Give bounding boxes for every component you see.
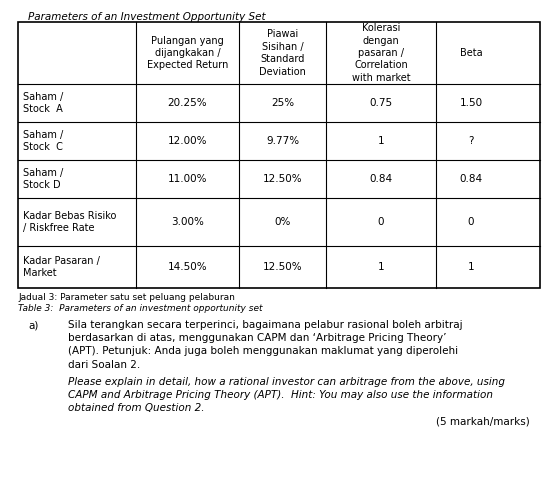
Text: Sila terangkan secara terperinci, bagaimana pelabur rasional boleh arbitraj
berd: Sila terangkan secara terperinci, bagaim… (68, 320, 463, 370)
Text: 9.77%: 9.77% (266, 136, 299, 146)
Text: ?: ? (468, 136, 474, 146)
Text: 0.84: 0.84 (369, 174, 392, 184)
Text: 11.00%: 11.00% (168, 174, 207, 184)
Text: 12.50%: 12.50% (263, 174, 302, 184)
Text: Kadar Bebas Risiko
/ Riskfree Rate: Kadar Bebas Risiko / Riskfree Rate (23, 211, 116, 233)
Text: Table 3:  Parameters of an investment opportunity set: Table 3: Parameters of an investment opp… (18, 304, 263, 313)
Text: Saham /
Stock  C: Saham / Stock C (23, 130, 63, 152)
Text: a): a) (28, 320, 39, 330)
Text: 0%: 0% (274, 217, 291, 227)
Text: Piawai
Sisihan /
Standard
Deviation: Piawai Sisihan / Standard Deviation (259, 29, 306, 77)
Text: Parameters of an Investment Opportunity Set: Parameters of an Investment Opportunity … (28, 12, 266, 22)
Text: Pulangan yang
dijangkakan /
Expected Return: Pulangan yang dijangkakan / Expected Ret… (147, 36, 228, 71)
Text: 3.00%: 3.00% (171, 217, 204, 227)
Bar (18, 22, 540, 288)
Text: Saham /
Stock  A: Saham / Stock A (23, 92, 63, 114)
Text: 12.50%: 12.50% (263, 262, 302, 272)
Text: 1: 1 (378, 262, 384, 272)
Text: 14.50%: 14.50% (168, 262, 208, 272)
Text: Please explain in detail, how a rational investor can arbitrage from the above, : Please explain in detail, how a rational… (68, 377, 505, 413)
Text: Kadar Pasaran /
Market: Kadar Pasaran / Market (23, 256, 100, 278)
Text: 12.00%: 12.00% (168, 136, 207, 146)
Text: Beta: Beta (460, 48, 482, 58)
Text: 0.75: 0.75 (369, 98, 392, 108)
Text: Kolerasi
dengan
pasaran /
Correlation
with market: Kolerasi dengan pasaran / Correlation wi… (352, 23, 410, 83)
Text: Jadual 3: Parameter satu set peluang pelaburan: Jadual 3: Parameter satu set peluang pel… (18, 293, 235, 302)
Text: 25%: 25% (271, 98, 294, 108)
Text: Saham /
Stock D: Saham / Stock D (23, 168, 63, 190)
Text: 1: 1 (378, 136, 384, 146)
Text: (5 markah/marks): (5 markah/marks) (436, 417, 530, 427)
Text: 1.50: 1.50 (459, 98, 482, 108)
Text: 1: 1 (468, 262, 474, 272)
Text: 0: 0 (378, 217, 384, 227)
Text: 20.25%: 20.25% (168, 98, 208, 108)
Text: 0.84: 0.84 (459, 174, 482, 184)
Text: 0: 0 (468, 217, 474, 227)
